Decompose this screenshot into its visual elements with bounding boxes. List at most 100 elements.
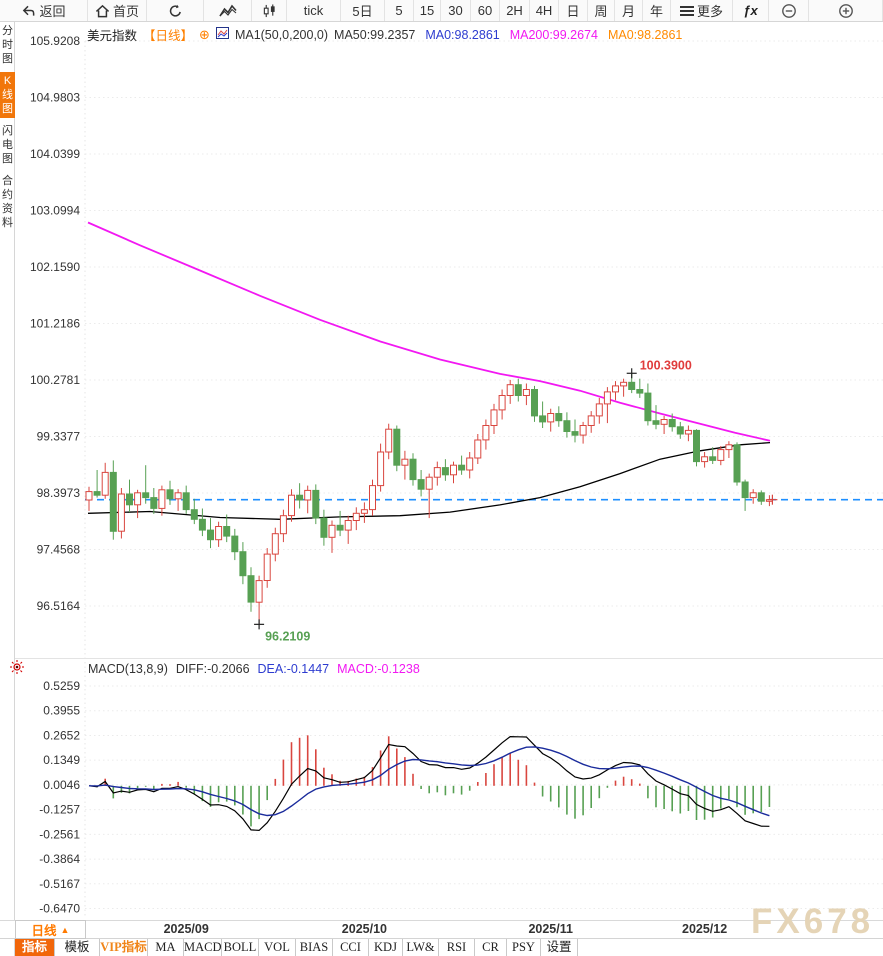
- month-axis-labels: 2025/09 2025/10 2025/11 2025/12: [164, 922, 728, 936]
- period-label: 【日线】: [143, 29, 194, 43]
- svg-text:102.1590: 102.1590: [30, 260, 80, 274]
- candlestick-button[interactable]: [252, 0, 287, 21]
- svg-text:97.4568: 97.4568: [37, 543, 81, 557]
- back-arrow-icon: [21, 4, 36, 18]
- tab-boll[interactable]: BOLL: [222, 939, 259, 956]
- tab-macd[interactable]: MACD: [184, 939, 222, 956]
- svg-text:105.9208: 105.9208: [30, 34, 80, 48]
- sidebar-tab-lightning[interactable]: 闪电图: [2, 125, 13, 165]
- home-button-label: 首页: [112, 4, 139, 19]
- tab-lw[interactable]: LW&: [403, 939, 439, 956]
- 2h-button[interactable]: 2H: [500, 0, 530, 21]
- 60m-button[interactable]: 60: [471, 0, 500, 21]
- tab-psy[interactable]: PSY: [507, 939, 541, 956]
- zoom-out-button[interactable]: [769, 0, 809, 21]
- macd-value-1: DIFF:-0.2066: [175, 662, 250, 676]
- tick-button[interactable]: tick: [287, 0, 341, 21]
- 5m-button-label: 5: [395, 3, 403, 18]
- line-chart-button[interactable]: [204, 0, 252, 21]
- week-button[interactable]: 周: [588, 0, 615, 21]
- tab-bias[interactable]: BIAS: [296, 939, 333, 956]
- year-button[interactable]: 年: [643, 0, 671, 21]
- low-annotation: 96.2109: [265, 629, 310, 643]
- home-icon: [95, 4, 110, 18]
- 4h-button-label: 4H: [535, 3, 553, 18]
- menu-icon: [679, 5, 694, 17]
- 5m-button[interactable]: 5: [385, 0, 414, 21]
- svg-text:98.3973: 98.3973: [37, 486, 81, 500]
- sidebar-tab-time-share[interactable]: 分时图: [2, 25, 13, 65]
- fx-icon: ƒx: [743, 3, 758, 18]
- symbol-name: 美元指数: [87, 29, 138, 43]
- tab-ma[interactable]: MA: [148, 939, 184, 956]
- svg-text:-0.2561: -0.2561: [39, 827, 80, 841]
- macd-grid: [85, 685, 883, 909]
- tab-vol[interactable]: VOL: [259, 939, 296, 956]
- tab-template[interactable]: 模板: [55, 939, 100, 956]
- bottom-toolbar: 指标 模板 VIP指标 MA MACD BOLL VOL BIAS CCI KDJ LW& RSI CR…: [0, 938, 883, 956]
- tab-settings[interactable]: 设置: [541, 939, 578, 956]
- tab-cr[interactable]: CR: [475, 939, 507, 956]
- svg-text:99.3377: 99.3377: [37, 430, 81, 444]
- macd-histogram: [96, 735, 771, 827]
- ma-value-0: MA50:99.2357: [334, 27, 416, 42]
- zoom-in-button[interactable]: [809, 0, 883, 21]
- 4h-button[interactable]: 4H: [530, 0, 559, 21]
- tab-vip-indicator[interactable]: VIP指标: [100, 939, 148, 956]
- indicator-settings-icon[interactable]: [9, 659, 25, 680]
- day-button[interactable]: 日: [559, 0, 588, 21]
- svg-text:0.5259: 0.5259: [43, 679, 80, 693]
- high-annotation: 100.3900: [640, 358, 692, 372]
- more-button-label: 更多: [696, 4, 723, 19]
- high-marker: [626, 368, 637, 379]
- refresh-button[interactable]: [147, 0, 204, 21]
- home-button[interactable]: 首页: [88, 0, 147, 21]
- diff-line: [88, 735, 770, 832]
- zoom-in-icon: [838, 3, 854, 19]
- 5d-button[interactable]: 5日: [341, 0, 385, 21]
- svg-text:103.0994: 103.0994: [30, 204, 80, 218]
- circle-plus-icon[interactable]: ⊕: [199, 26, 210, 42]
- 2h-button-label: 2H: [506, 3, 523, 18]
- ma-value-2: MA200:99.2674: [509, 27, 598, 42]
- 15m-button[interactable]: 15: [414, 0, 441, 21]
- fx-button[interactable]: ƒx: [733, 0, 769, 21]
- ma200-line: [87, 221, 771, 442]
- more-button[interactable]: 更多: [671, 0, 733, 21]
- tab-rsi[interactable]: RSI: [439, 939, 475, 956]
- line-chart-icon: [218, 4, 237, 17]
- svg-text:0.1349: 0.1349: [43, 753, 80, 767]
- last-price-marker: [767, 494, 778, 505]
- period-selector[interactable]: 日线 ▲: [15, 920, 86, 939]
- macd-value-3: MACD:-0.1238: [337, 662, 420, 676]
- svg-text:2025/11: 2025/11: [528, 922, 573, 936]
- month-button[interactable]: 月: [615, 0, 643, 21]
- 30m-button[interactable]: 30: [441, 0, 471, 21]
- svg-text:-0.1257: -0.1257: [39, 803, 80, 817]
- ma-config-label: MA1(50,0,200,0): [234, 27, 329, 42]
- svg-text:96.2109: 96.2109: [265, 629, 310, 643]
- svg-text:101.2186: 101.2186: [30, 317, 80, 331]
- svg-text:100.3900: 100.3900: [640, 358, 692, 372]
- back-button[interactable]: 返回: [0, 0, 88, 21]
- dea-line: [88, 746, 770, 817]
- svg-text:2025/09: 2025/09: [164, 922, 209, 936]
- day-button-label: 日: [566, 4, 580, 19]
- svg-text:0.3955: 0.3955: [43, 704, 80, 718]
- ma50-line: [87, 441, 771, 520]
- zoom-out-icon: [781, 3, 797, 19]
- svg-text:96.5164: 96.5164: [37, 599, 81, 613]
- tab-cci[interactable]: CCI: [333, 939, 369, 956]
- svg-text:-0.5167: -0.5167: [39, 877, 80, 891]
- week-button-label: 周: [594, 4, 608, 19]
- svg-text:2025/12: 2025/12: [682, 922, 727, 936]
- chevron-up-icon: ▲: [60, 924, 70, 935]
- year-button-label: 年: [649, 4, 663, 19]
- tab-indicator[interactable]: 指标: [15, 939, 55, 956]
- month-button-label: 月: [621, 4, 635, 19]
- tab-kdj[interactable]: KDJ: [369, 939, 403, 956]
- chart-header: 美元指数 【日线】 ⊕ MA1(50,0,200,0) MA50:99.2357 M…: [87, 25, 682, 44]
- sidebar-tab-contract-info[interactable]: 合约资料: [2, 175, 13, 229]
